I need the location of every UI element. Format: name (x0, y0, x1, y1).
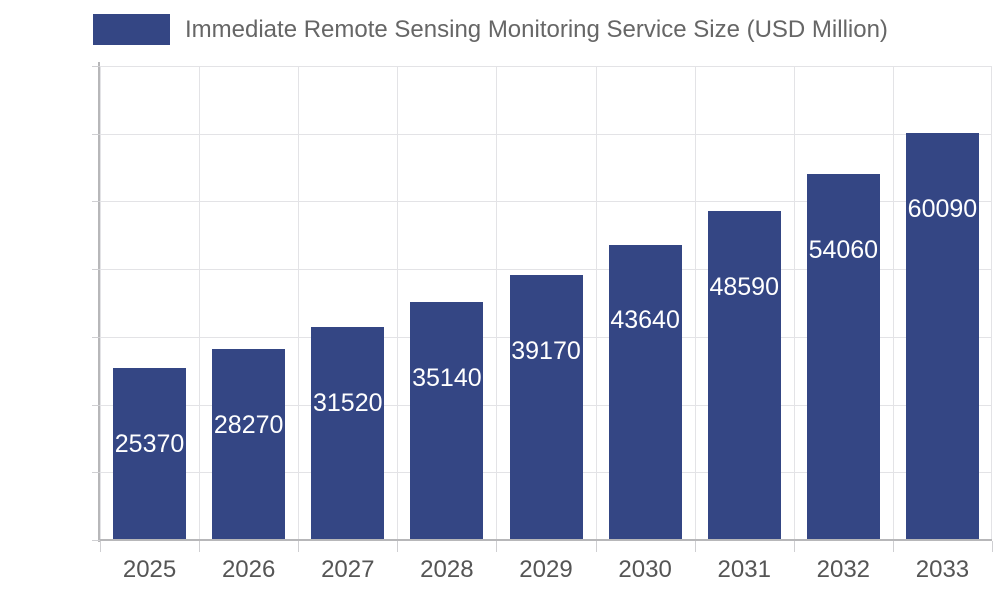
plot-area: 25370 28270 31520 35140 39170 43640 48590 54060… (100, 66, 992, 541)
bar[interactable] (509, 274, 583, 540)
y-axis-tick-mark (92, 404, 100, 406)
x-axis-tick-mark (298, 541, 300, 552)
x-axis-tick-mark (397, 541, 399, 552)
x-axis-tick-label: 2026 (221, 556, 276, 583)
y-axis-tick-mark (92, 540, 100, 541)
bar[interactable] (410, 302, 484, 540)
bar-group[interactable]: 25370 (113, 66, 187, 540)
bar-value-label: 35140 (412, 364, 482, 393)
gridline-vertical (199, 66, 201, 540)
y-axis-tick-mark (92, 66, 100, 67)
gridline-vertical (496, 66, 498, 540)
x-axis-tick-mark (199, 541, 201, 552)
gridline-horizontal (100, 269, 992, 271)
x-axis-tick-label: 2028 (420, 556, 474, 583)
x-axis-tick-label: 2025 (122, 556, 177, 583)
bar[interactable] (707, 210, 781, 540)
bar[interactable] (806, 173, 880, 540)
gridline-vertical (694, 66, 696, 540)
legend-swatch-series-0 (93, 13, 170, 45)
gridline-vertical (595, 66, 597, 540)
x-axis-tick-label: 2033 (915, 556, 970, 583)
gridline-horizontal (100, 201, 992, 203)
bar-value-label: 28270 (213, 410, 284, 439)
x-axis-tick-mark (496, 541, 498, 552)
gridline-horizontal (100, 66, 992, 67)
gridline-vertical (100, 66, 101, 540)
bar[interactable] (608, 244, 682, 540)
y-axis-tick-mark (92, 201, 100, 203)
gridline-vertical (793, 66, 795, 540)
y-axis-tick-mark (92, 336, 100, 338)
x-axis-tick-label: 2030 (618, 556, 672, 583)
bar-group[interactable]: 54060 (806, 66, 880, 540)
bar-value-label: 54060 (808, 235, 879, 264)
x-axis-tick-label: 2032 (816, 556, 871, 583)
x-axis-tick-mark (694, 541, 696, 552)
y-axis-line (98, 62, 100, 542)
x-axis-line (98, 539, 992, 541)
chart-legend: Immediate Remote Sensing Monitoring Serv… (93, 12, 888, 46)
bar-group[interactable]: 28270 (212, 66, 286, 540)
bar[interactable] (905, 133, 979, 540)
gridline-vertical (892, 66, 894, 540)
legend-label-series-0: Immediate Remote Sensing Monitoring Serv… (185, 15, 888, 43)
x-axis-tick-label: 2027 (321, 556, 375, 583)
bar-group[interactable]: 43640 (608, 66, 682, 540)
bar-group[interactable]: 48590 (707, 66, 781, 540)
bar-group[interactable]: 35140 (410, 66, 484, 540)
y-axis-tick-mark (92, 133, 100, 135)
x-axis-tick-mark (992, 541, 993, 552)
bar[interactable] (212, 348, 286, 540)
x-axis-tick-label: 2031 (717, 556, 771, 583)
gridline-horizontal (100, 133, 992, 135)
x-axis-tick-mark (892, 541, 894, 552)
bar-group[interactable]: 31520 (311, 66, 385, 540)
bar-value-label: 39170 (511, 336, 581, 365)
plot-right-border (991, 66, 992, 540)
bar-value-label: 43640 (610, 306, 680, 335)
bar-value-label: 48590 (709, 272, 779, 301)
bar-value-label: 25370 (114, 430, 185, 459)
gridline-vertical (397, 66, 399, 540)
bar-value-label: 60090 (907, 195, 978, 224)
x-axis-tick-mark (595, 541, 597, 552)
y-axis-tick-mark (92, 269, 100, 271)
bar[interactable] (113, 368, 187, 540)
bar[interactable] (311, 326, 385, 540)
x-axis-tick-label: 2029 (519, 556, 573, 583)
bar-group[interactable]: 60090 (905, 66, 979, 540)
y-axis-tick-mark (92, 472, 100, 474)
bar-group[interactable]: 39170 (509, 66, 583, 540)
gridline-vertical (298, 66, 300, 540)
bar-value-label: 31520 (313, 388, 383, 417)
bar-series: 25370 28270 31520 35140 39170 43640 48590 54060… (100, 66, 992, 540)
x-axis-tick-mark (100, 541, 101, 552)
x-axis-tick-mark (793, 541, 795, 552)
